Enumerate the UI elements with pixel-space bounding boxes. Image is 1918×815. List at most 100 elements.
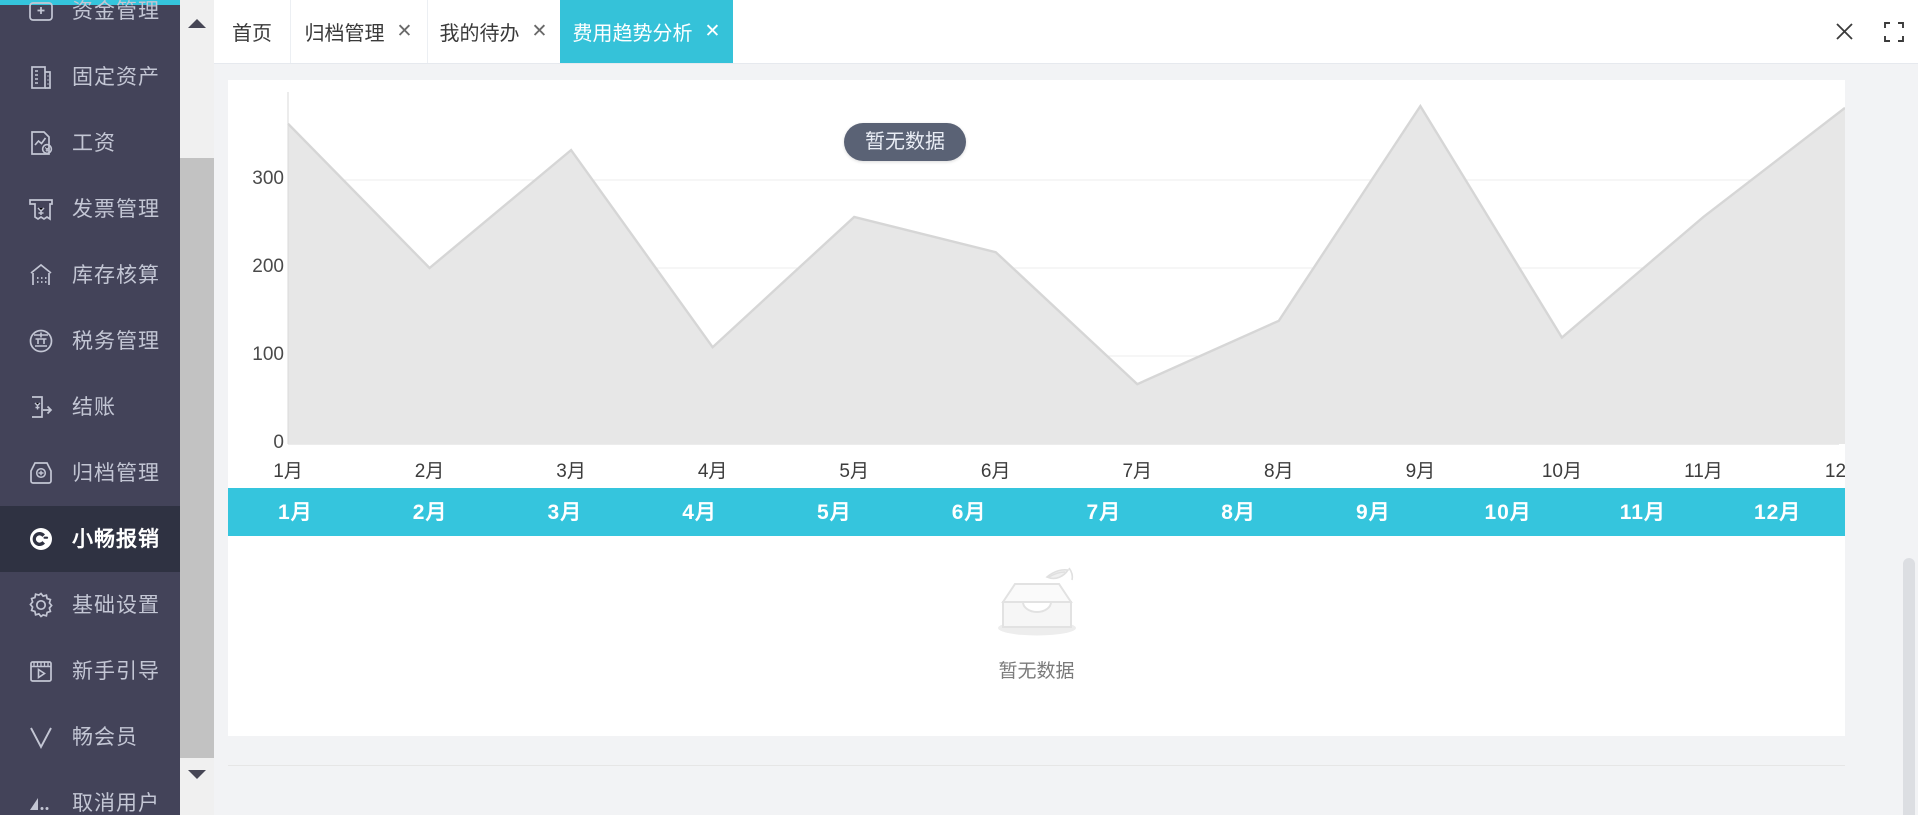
page-scrollbar-thumb[interactable] xyxy=(1903,558,1915,815)
x-axis-tick-label: 6月 xyxy=(980,461,1011,482)
sidebar-item-label: 发票管理 xyxy=(72,197,160,221)
sidebar-item-label: 固定资产 xyxy=(72,65,160,89)
month-cell-4[interactable]: 4月 xyxy=(682,500,717,524)
sidebar-item-3[interactable]: 发票管理 xyxy=(0,176,214,242)
month-cell-10[interactable]: 10月 xyxy=(1484,500,1532,524)
v-member-icon xyxy=(26,722,56,752)
tab-label: 我的待办 xyxy=(439,23,520,45)
x-axis-tick-label: 1月 xyxy=(273,461,303,482)
building-icon xyxy=(26,62,56,92)
sidebar-item-7[interactable]: 归档管理 xyxy=(0,440,214,506)
month-cell-8[interactable]: 8月 xyxy=(1221,500,1256,524)
gear-icon xyxy=(26,590,56,620)
sidebar-item-8[interactable]: 小畅报销 xyxy=(0,506,214,572)
sidebar-item-10[interactable]: 新手引导 xyxy=(0,638,214,704)
tab-close-icon[interactable]: ✕ xyxy=(704,21,721,42)
tax-seal-icon xyxy=(26,326,56,356)
tab-separator xyxy=(427,0,428,63)
sidebar-item-label: 取消用户 xyxy=(72,791,160,815)
page-scrollbar[interactable] xyxy=(1900,128,1918,815)
sidebar-item-5[interactable]: 税务管理 xyxy=(0,308,214,374)
sidebar-scroll-area[interactable]: 资金管理固定资产工资发票管理库存核算税务管理结账归档管理小畅报销基础设置新手引导… xyxy=(0,0,214,815)
month-selector-bar[interactable]: 1月 2月 3月 4月 5月 6月 7月 8月 9月 10月 11月 12月 xyxy=(228,488,1845,536)
tab-separator xyxy=(290,0,291,63)
tab-0[interactable]: 首页 xyxy=(214,0,290,63)
y-axis-tick-label: 300 xyxy=(252,168,284,189)
y-axis-tick-label: 0 xyxy=(273,432,284,453)
chang-logo-icon xyxy=(26,524,56,554)
sidebar-item-label: 基础设置 xyxy=(72,593,160,617)
tab-1[interactable]: 归档管理 ✕ xyxy=(290,0,427,63)
signal-icon xyxy=(26,788,56,815)
x-axis-tick-label: 5月 xyxy=(839,461,869,482)
empty-state: 暂无数据 xyxy=(228,536,1845,736)
sidebar-item-4[interactable]: 库存核算 xyxy=(0,242,214,308)
sidebar-item-label: 归档管理 xyxy=(72,461,160,485)
close-button[interactable] xyxy=(1820,0,1869,63)
month-cell-12[interactable]: 12月 xyxy=(1753,500,1802,524)
tab-label: 首页 xyxy=(232,23,272,45)
scroll-up-arrow[interactable] xyxy=(180,8,214,38)
tab-close-icon[interactable]: ✕ xyxy=(396,21,413,42)
warehouse-icon xyxy=(26,260,56,290)
sidebar-item-9[interactable]: 基础设置 xyxy=(0,572,214,638)
tab-label: 费用趋势分析 xyxy=(572,23,693,45)
expense-trend-chart[interactable]: 300 200 100 0 1月 2月 3月 4月 5月 6月 7月 8月 9月 10月 11月 12月 暂… xyxy=(228,80,1845,504)
fullscreen-button[interactable] xyxy=(1869,0,1918,63)
x-axis-tick-label: 10月 xyxy=(1541,461,1582,482)
sidebar-item-label: 结账 xyxy=(72,395,116,419)
tab-bar: 首页 归档管理 ✕ 我的待办 ✕ 费用趋势分析 ✕ xyxy=(214,0,1918,64)
month-cell-5[interactable]: 5月 xyxy=(817,500,852,524)
sidebar-item-1[interactable]: 固定资产 xyxy=(0,44,214,110)
month-cell-2[interactable]: 2月 xyxy=(412,500,448,524)
sidebar-scrollbar-thumb[interactable] xyxy=(180,158,214,758)
chart-tooltip: 暂无数据 xyxy=(844,123,966,161)
sidebar-item-label: 资金管理 xyxy=(72,0,160,23)
expense-trend-panel: 300 200 100 0 1月 2月 3月 4月 5月 6月 7月 8月 9月 10月 11月 12月 暂… xyxy=(228,80,1845,504)
month-cell-1[interactable]: 1月 xyxy=(278,500,313,524)
sidebar-item-label: 畅会员 xyxy=(72,725,138,749)
x-axis-tick-label: 2月 xyxy=(414,461,445,482)
sidebar-item-label: 新手引导 xyxy=(72,659,160,683)
fullscreen-icon xyxy=(1883,21,1904,42)
month-cell-11[interactable]: 11月 xyxy=(1619,500,1666,524)
scroll-down-arrow[interactable] xyxy=(180,759,214,789)
x-axis-tick-label: 3月 xyxy=(556,461,586,482)
content-area: 300 200 100 0 1月 2月 3月 4月 5月 6月 7月 8月 9月 10月 11月 12月 暂… xyxy=(214,64,1918,815)
archive-box-icon xyxy=(26,458,56,488)
divider xyxy=(228,765,1845,766)
tab-2[interactable]: 我的待办 ✕ xyxy=(427,0,560,63)
x-axis-tick-label: 8月 xyxy=(1264,461,1294,482)
x-axis-tick-label: 12月 xyxy=(1824,461,1845,482)
tab-3[interactable]: 费用趋势分析 ✕ xyxy=(560,0,733,63)
x-axis-tick-label: 11月 xyxy=(1684,461,1723,482)
sidebar-item-2[interactable]: 工资 xyxy=(0,110,214,176)
y-axis-tick-label: 100 xyxy=(252,344,284,365)
x-axis-tick-label: 7月 xyxy=(1122,461,1153,482)
sidebar-item-label: 工资 xyxy=(72,131,116,155)
invoice-icon xyxy=(26,194,56,224)
sidebar-item-label: 小畅报销 xyxy=(72,527,160,551)
sidebar-scrollbar[interactable] xyxy=(180,0,214,815)
sidebar-item-11[interactable]: 畅会员 xyxy=(0,704,214,770)
tab-label: 归档管理 xyxy=(304,23,385,45)
month-cell-6[interactable]: 6月 xyxy=(951,500,987,524)
sidebar-item-12[interactable]: 取消用户 xyxy=(0,770,214,815)
close-icon xyxy=(1836,23,1853,40)
sidebar-item-6[interactable]: 结账 xyxy=(0,374,214,440)
month-cell-3[interactable]: 3月 xyxy=(547,500,583,524)
video-play-icon xyxy=(26,656,56,686)
close-account-icon xyxy=(26,392,56,422)
chart-canvas xyxy=(287,92,1845,445)
sidebar: 资金管理固定资产工资发票管理库存核算税务管理结账归档管理小畅报销基础设置新手引导… xyxy=(0,0,214,815)
sidebar-item-0[interactable]: 资金管理 xyxy=(0,0,214,44)
month-cell-9[interactable]: 9月 xyxy=(1356,500,1391,524)
wallet-plus-icon xyxy=(26,0,56,26)
payroll-chart-icon xyxy=(26,128,56,158)
empty-box-icon xyxy=(997,567,1076,636)
sidebar-item-label: 税务管理 xyxy=(72,329,160,353)
x-axis-tick-label: 9月 xyxy=(1405,461,1436,482)
sidebar-item-label: 库存核算 xyxy=(72,263,160,287)
month-cell-7[interactable]: 7月 xyxy=(1086,500,1122,524)
tab-close-icon[interactable]: ✕ xyxy=(531,21,548,42)
